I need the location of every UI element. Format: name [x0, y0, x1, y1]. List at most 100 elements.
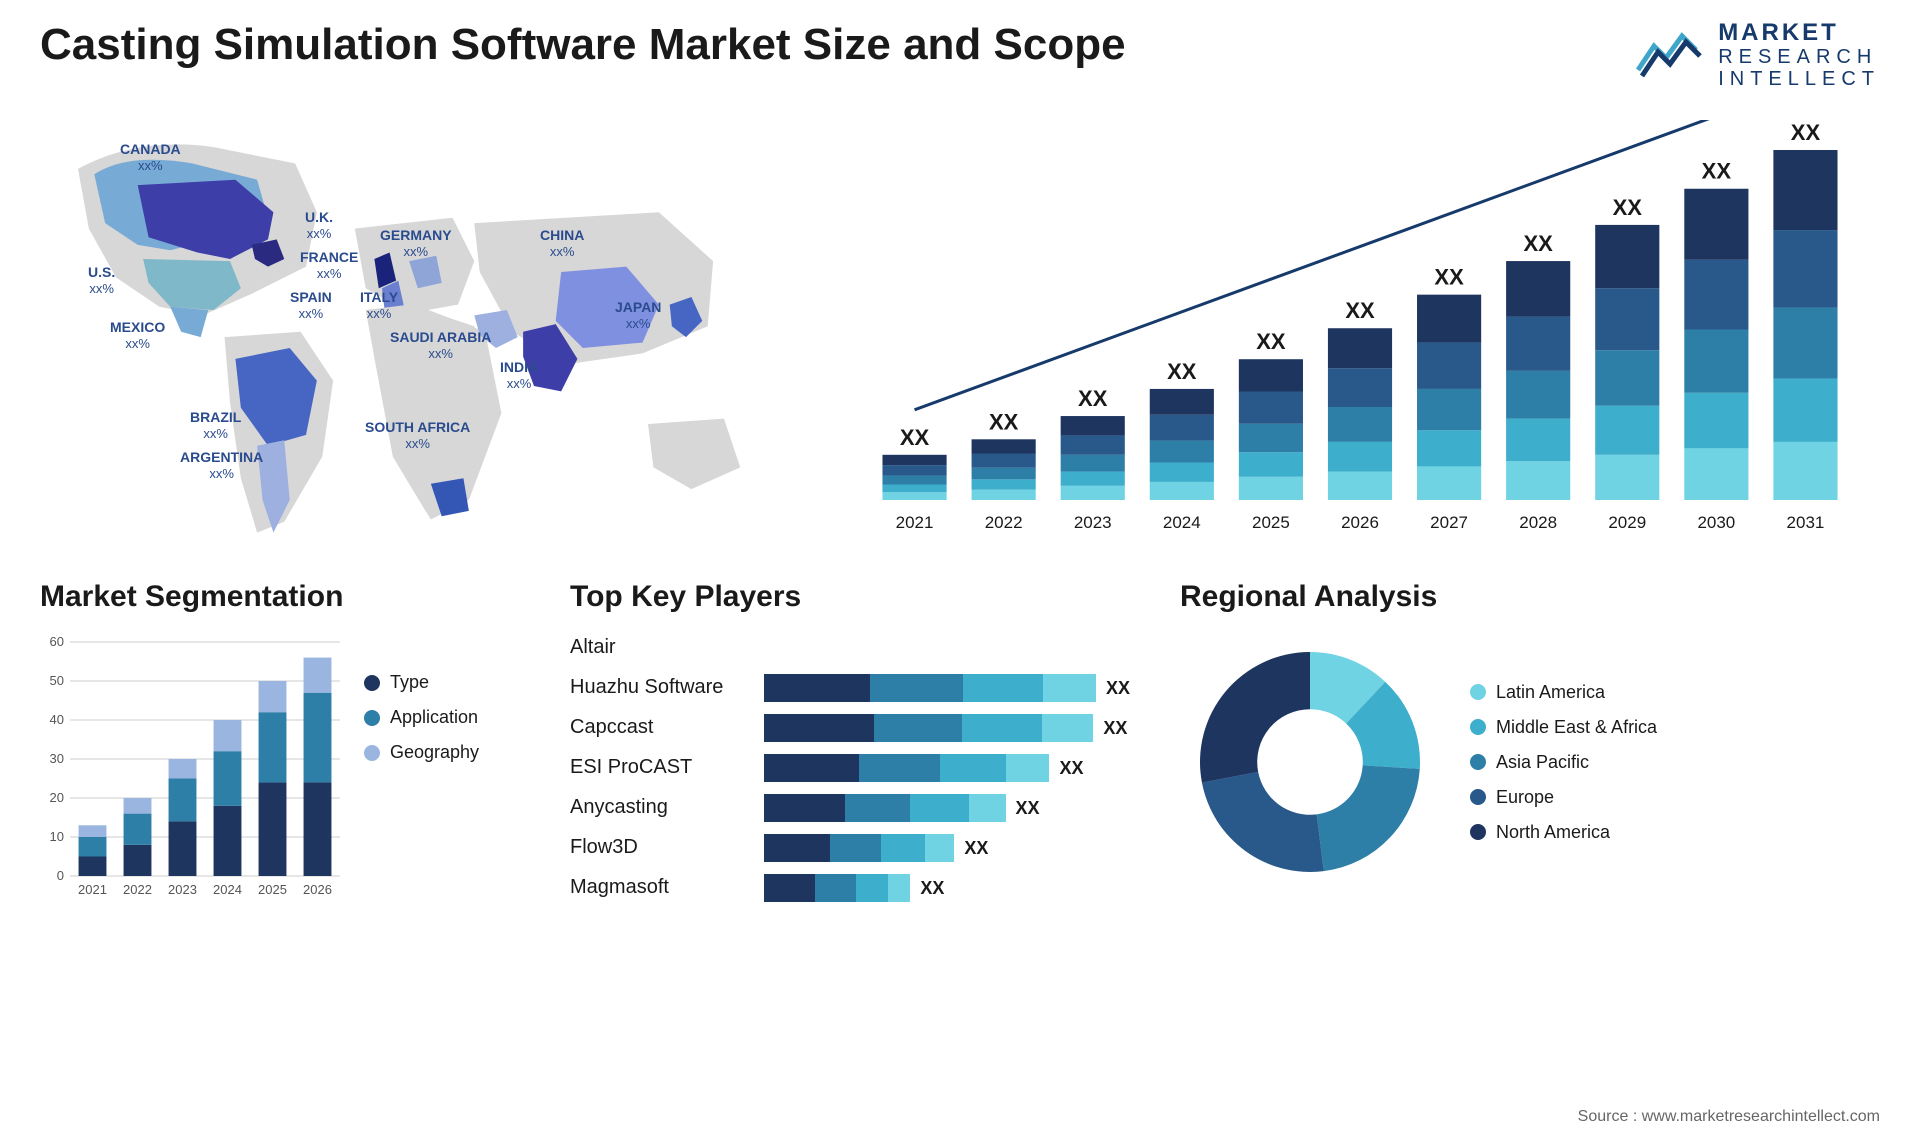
svg-text:XX: XX — [1256, 330, 1286, 355]
map-label: SOUTH AFRICAxx% — [365, 420, 470, 451]
map-label: BRAZILxx% — [190, 410, 241, 441]
svg-text:XX: XX — [1524, 231, 1554, 256]
svg-text:2028: 2028 — [1519, 513, 1557, 532]
market-segmentation-panel: Market Segmentation 01020304050602021202… — [40, 580, 520, 904]
map-label: CHINAxx% — [540, 228, 584, 259]
map-label: CANADAxx% — [120, 142, 181, 173]
svg-text:10: 10 — [50, 829, 64, 844]
svg-text:2027: 2027 — [1430, 513, 1468, 532]
svg-text:XX: XX — [1167, 359, 1197, 384]
regional-title: Regional Analysis — [1180, 580, 1880, 614]
player-bar-row: XX — [764, 874, 1130, 902]
svg-text:2030: 2030 — [1697, 513, 1735, 532]
svg-text:0: 0 — [57, 868, 64, 883]
svg-text:2021: 2021 — [78, 882, 107, 897]
legend-item: Latin America — [1470, 682, 1657, 703]
key-players-panel: Top Key Players AltairHuazhu SoftwareCap… — [570, 580, 1130, 904]
map-label: MEXICOxx% — [110, 320, 165, 351]
svg-text:XX: XX — [989, 410, 1019, 435]
source-text: Source : www.marketresearchintellect.com — [1578, 1108, 1880, 1126]
svg-text:XX: XX — [900, 425, 930, 450]
player-bar-row: XX — [764, 714, 1130, 742]
svg-text:XX: XX — [1345, 299, 1375, 324]
player-value: XX — [1059, 758, 1083, 779]
map-label: ITALYxx% — [360, 290, 398, 321]
segmentation-chart: 0102030405060202120222023202420252026 — [40, 632, 340, 902]
svg-text:XX: XX — [1702, 159, 1732, 184]
map-label: SAUDI ARABIAxx% — [390, 330, 491, 361]
svg-text:2021: 2021 — [896, 513, 934, 532]
map-label: SPAINxx% — [290, 290, 332, 321]
logo-text-3: INTELLECT — [1718, 68, 1880, 90]
player-value: XX — [964, 838, 988, 859]
player-name: Capccast — [570, 716, 750, 744]
player-value: XX — [920, 878, 944, 899]
legend-label: Middle East & Africa — [1496, 717, 1657, 738]
key-players-bars: XXXXXXXXXXXX — [764, 632, 1130, 904]
logo-text-1: MARKET — [1718, 20, 1880, 46]
legend-item: Application — [364, 707, 479, 728]
svg-text:50: 50 — [50, 673, 64, 688]
map-label: JAPANxx% — [615, 300, 661, 331]
svg-text:2023: 2023 — [1074, 513, 1112, 532]
svg-text:2031: 2031 — [1787, 513, 1825, 532]
growth-bar-chart: XX 2021 XX 2022 XX 2023 XX 2024 XX 2025 XX 2026 XX 20… — [840, 120, 1880, 540]
logo-mark-icon — [1636, 28, 1706, 82]
svg-text:2025: 2025 — [1252, 513, 1290, 532]
logo-text-2: RESEARCH — [1718, 46, 1880, 68]
svg-text:30: 30 — [50, 751, 64, 766]
legend-label: Latin America — [1496, 682, 1605, 703]
map-label: U.S.xx% — [88, 265, 115, 296]
player-value: XX — [1103, 718, 1127, 739]
world-map: CANADAxx% U.S.xx% MEXICOxx% BRAZILxx% ARGENT… — [40, 120, 800, 540]
svg-text:XX: XX — [1791, 120, 1821, 145]
legend-label: Europe — [1496, 787, 1554, 808]
svg-text:2024: 2024 — [1163, 513, 1201, 532]
player-value: XX — [1016, 798, 1040, 819]
map-label: ARGENTINAxx% — [180, 450, 263, 481]
segmentation-legend: Type Application Geography — [364, 632, 479, 763]
svg-text:2029: 2029 — [1608, 513, 1646, 532]
legend-dot-icon — [364, 745, 380, 761]
svg-text:2026: 2026 — [1341, 513, 1379, 532]
legend-label: Asia Pacific — [1496, 752, 1589, 773]
brand-logo: MARKET RESEARCH INTELLECT — [1636, 20, 1880, 90]
key-players-names: AltairHuazhu SoftwareCapccastESI ProCAST… — [570, 632, 750, 904]
player-bar-row: XX — [764, 834, 1130, 862]
map-label: INDIAxx% — [500, 360, 538, 391]
regional-donut-chart — [1180, 632, 1440, 892]
regional-analysis-panel: Regional Analysis Latin America Middle Ea… — [1180, 580, 1880, 904]
svg-text:2024: 2024 — [213, 882, 242, 897]
svg-text:XX: XX — [1078, 386, 1108, 411]
legend-dot-icon — [364, 710, 380, 726]
legend-item: North America — [1470, 822, 1657, 843]
legend-item: Europe — [1470, 787, 1657, 808]
legend-item: Middle East & Africa — [1470, 717, 1657, 738]
svg-text:40: 40 — [50, 712, 64, 727]
legend-dot-icon — [1470, 684, 1486, 700]
legend-label: North America — [1496, 822, 1610, 843]
legend-label: Type — [390, 672, 429, 693]
player-name: ESI ProCAST — [570, 756, 750, 784]
svg-text:2022: 2022 — [985, 513, 1023, 532]
segmentation-title: Market Segmentation — [40, 580, 520, 614]
svg-text:2025: 2025 — [258, 882, 287, 897]
svg-text:2022: 2022 — [123, 882, 152, 897]
svg-text:XX: XX — [1613, 195, 1643, 220]
player-name: Anycasting — [570, 796, 750, 824]
map-label: FRANCExx% — [300, 250, 358, 281]
legend-dot-icon — [1470, 824, 1486, 840]
svg-text:60: 60 — [50, 634, 64, 649]
legend-item: Type — [364, 672, 479, 693]
svg-text:2026: 2026 — [303, 882, 332, 897]
regional-legend: Latin America Middle East & Africa Asia Pa… — [1470, 682, 1657, 843]
map-australia-bg — [648, 419, 740, 490]
legend-dot-icon — [364, 675, 380, 691]
player-name: Magmasoft — [570, 876, 750, 904]
player-bar-row: XX — [764, 794, 1130, 822]
legend-dot-icon — [1470, 719, 1486, 735]
legend-item: Geography — [364, 742, 479, 763]
player-name: Huazhu Software — [570, 676, 750, 704]
player-name: Flow3D — [570, 836, 750, 864]
player-bar-row: XX — [764, 754, 1130, 782]
